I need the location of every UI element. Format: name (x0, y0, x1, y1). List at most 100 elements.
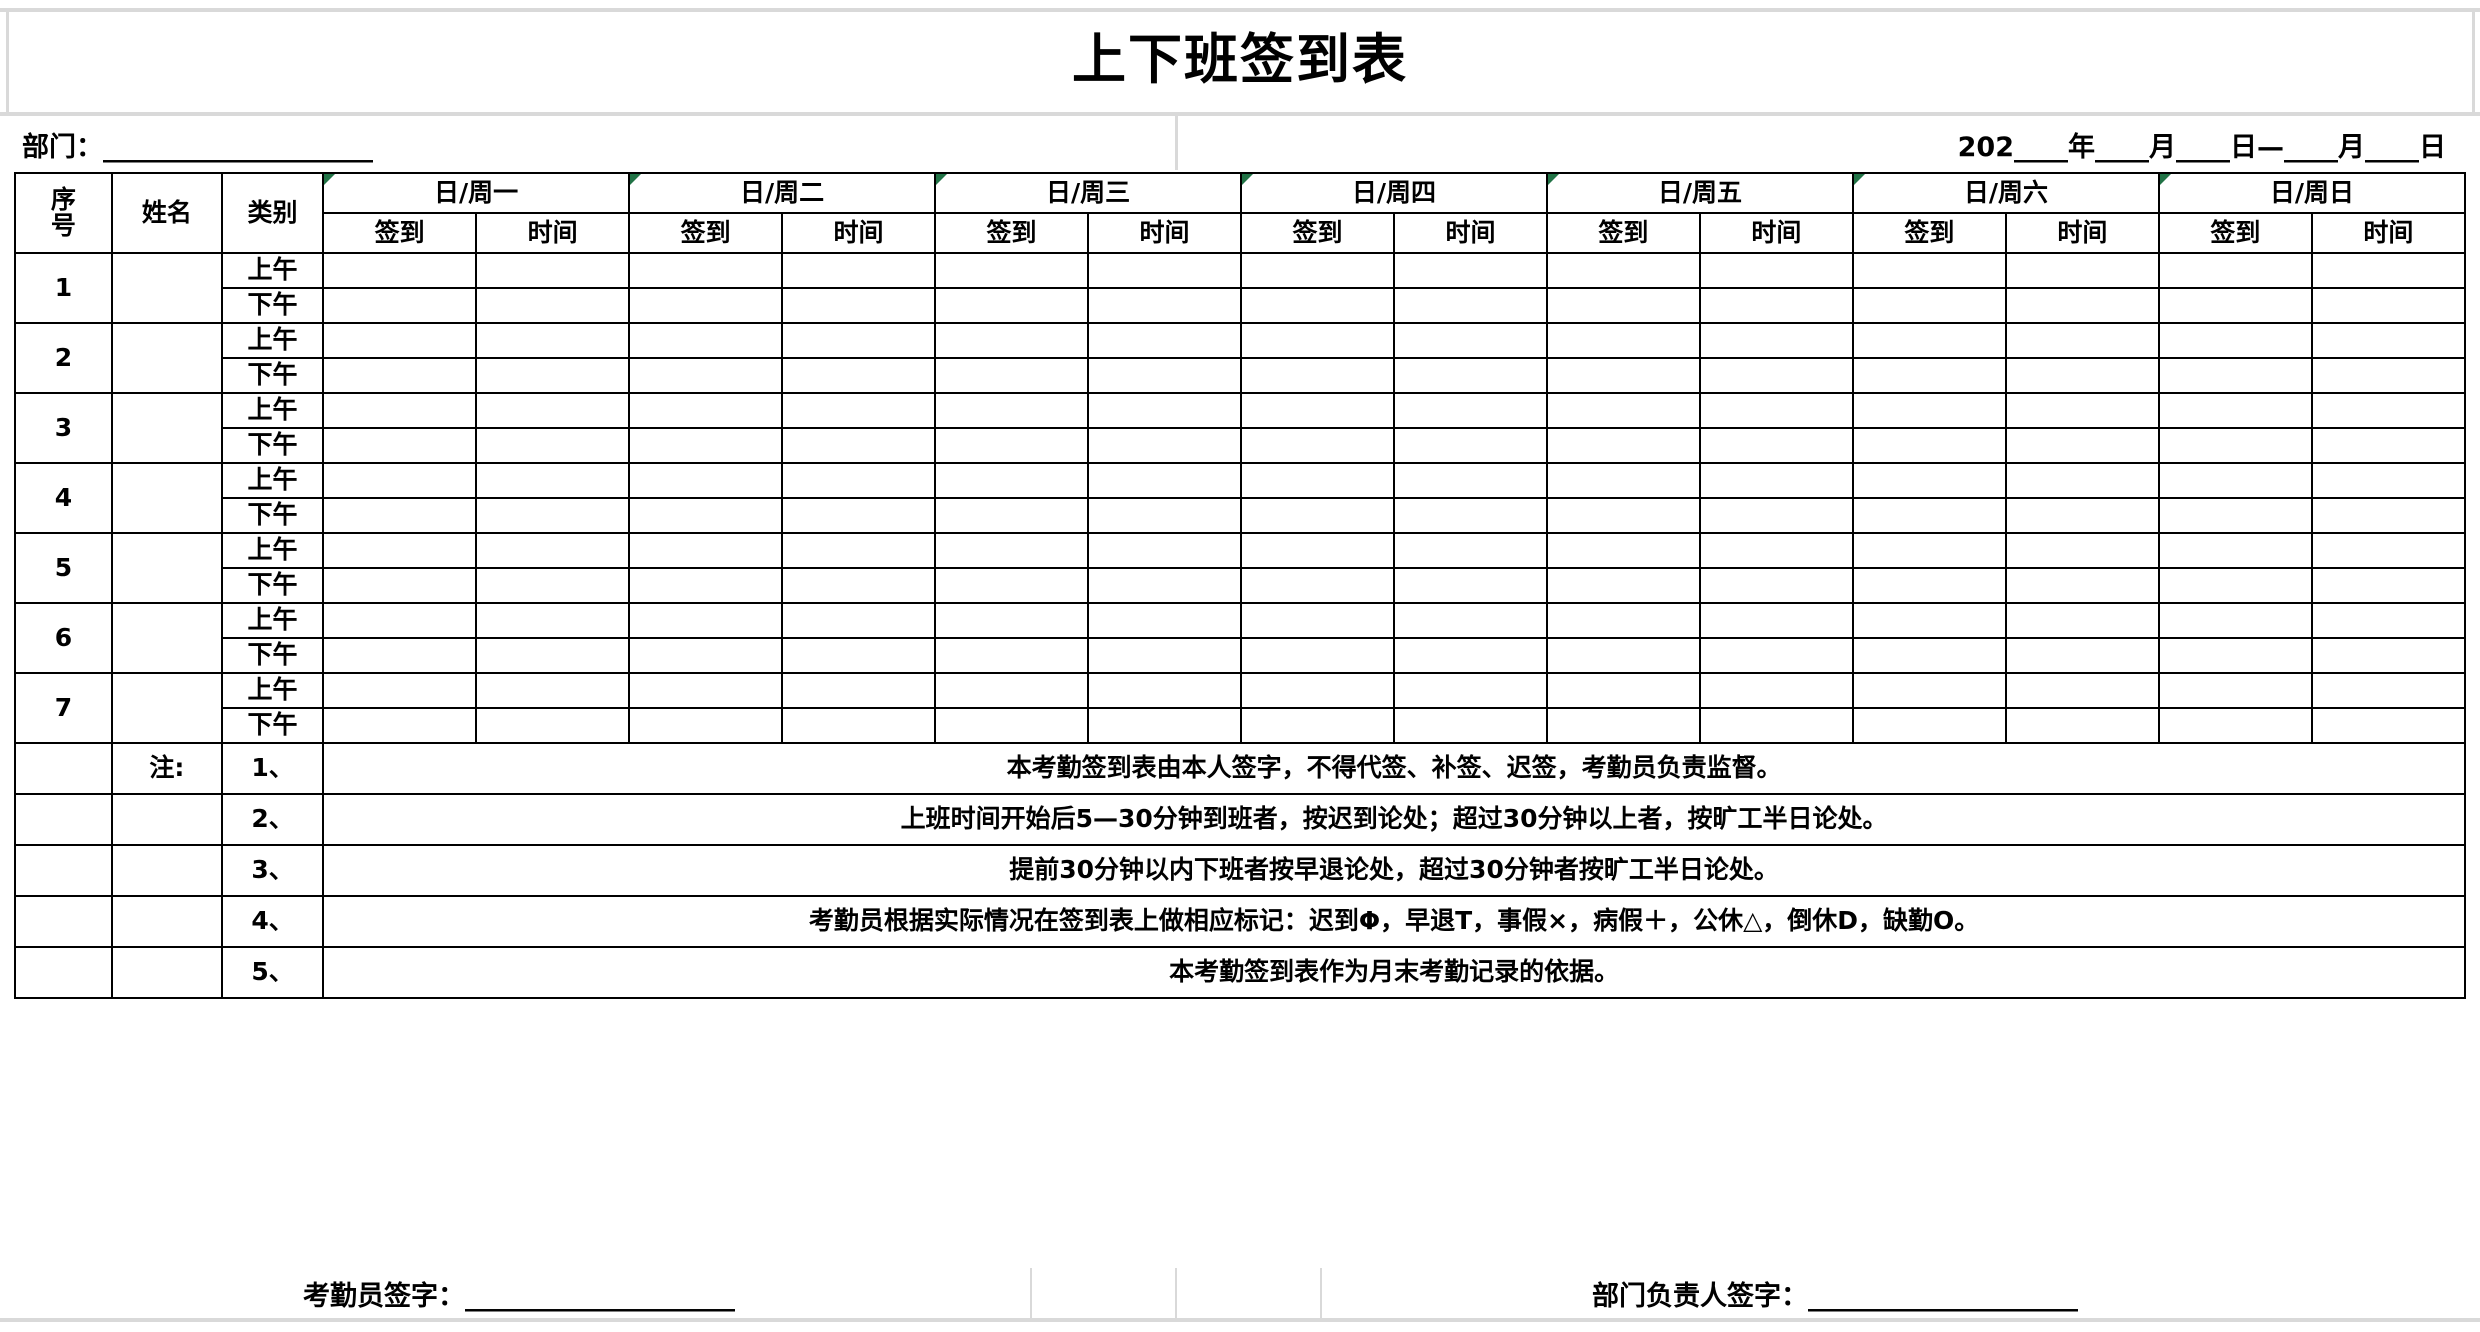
time-cell-r3-pm-d3[interactable] (1087, 427, 1242, 464)
time-cell-r1-am-d1[interactable] (475, 252, 631, 289)
time-cell-r4-pm-d1[interactable] (475, 497, 631, 534)
time-cell-r5-pm-d1[interactable] (475, 567, 631, 604)
signin-cell-r2-pm-d7[interactable] (2157, 357, 2313, 394)
signin-cell-r3-pm-d3[interactable] (934, 427, 1090, 464)
time-cell-r7-am-d7[interactable] (2310, 672, 2467, 709)
time-cell-r4-pm-d7[interactable] (2310, 497, 2467, 534)
signin-cell-r6-am-d4[interactable] (1240, 602, 1395, 639)
time-cell-r2-am-d7[interactable] (2310, 322, 2467, 359)
time-cell-r4-pm-d5[interactable] (1698, 497, 1854, 534)
time-cell-r4-am-d6[interactable] (2004, 462, 2160, 499)
signin-cell-r5-am-d6[interactable] (1851, 532, 2007, 569)
signin-cell-r2-am-d1[interactable] (322, 322, 478, 359)
time-cell-r4-pm-d6[interactable] (2004, 497, 2160, 534)
signin-cell-r6-am-d1[interactable] (322, 602, 478, 639)
signin-cell-r6-pm-d1[interactable] (322, 637, 478, 674)
time-cell-r3-pm-d1[interactable] (475, 427, 631, 464)
time-cell-r1-pm-d5[interactable] (1698, 287, 1854, 324)
signin-cell-r3-pm-d7[interactable] (2157, 427, 2313, 464)
time-cell-r2-pm-d4[interactable] (1392, 357, 1548, 394)
time-cell-r7-am-d5[interactable] (1698, 672, 1854, 709)
signin-cell-r3-pm-d1[interactable] (322, 427, 478, 464)
signin-cell-r4-pm-d2[interactable] (628, 497, 784, 534)
row-name-2[interactable] (110, 322, 223, 394)
signin-cell-r5-pm-d1[interactable] (322, 567, 478, 604)
time-cell-r5-pm-d2[interactable] (781, 567, 937, 604)
signin-cell-r6-pm-d6[interactable] (1851, 637, 2007, 674)
signin-cell-r5-pm-d3[interactable] (934, 567, 1090, 604)
signin-cell-r4-am-d7[interactable] (2157, 462, 2313, 499)
time-cell-r4-am-d5[interactable] (1698, 462, 1854, 499)
time-cell-r5-pm-d3[interactable] (1087, 567, 1242, 604)
signin-cell-r3-pm-d4[interactable] (1240, 427, 1395, 464)
date-range-field[interactable]: 202____年____月____日—____月____日 (1957, 131, 2446, 163)
time-cell-r2-am-d3[interactable] (1087, 322, 1242, 359)
signin-cell-r1-am-d1[interactable] (322, 252, 478, 289)
signin-cell-r5-pm-d5[interactable] (1545, 567, 1701, 604)
time-cell-r4-pm-d2[interactable] (781, 497, 937, 534)
time-cell-r3-pm-d7[interactable] (2310, 427, 2467, 464)
time-cell-r1-pm-d7[interactable] (2310, 287, 2467, 324)
time-cell-r1-pm-d2[interactable] (781, 287, 937, 324)
time-cell-r1-am-d2[interactable] (781, 252, 937, 289)
signin-cell-r5-pm-d6[interactable] (1851, 567, 2007, 604)
time-cell-r5-am-d7[interactable] (2310, 532, 2467, 569)
manager-signature-field[interactable]: 部门负责人签字：____________________ (1592, 1280, 2078, 1312)
time-cell-r3-am-d4[interactable] (1392, 392, 1548, 429)
time-cell-r7-am-d2[interactable] (781, 672, 937, 709)
time-cell-r3-pm-d5[interactable] (1698, 427, 1854, 464)
signin-cell-r6-am-d2[interactable] (628, 602, 784, 639)
time-cell-r2-pm-d2[interactable] (781, 357, 937, 394)
signin-cell-r6-am-d5[interactable] (1545, 602, 1701, 639)
signin-cell-r1-am-d5[interactable] (1545, 252, 1701, 289)
signin-cell-r7-pm-d1[interactable] (322, 707, 478, 744)
time-cell-r4-am-d7[interactable] (2310, 462, 2467, 499)
signin-cell-r6-pm-d4[interactable] (1240, 637, 1395, 674)
time-cell-r6-am-d1[interactable] (475, 602, 631, 639)
time-cell-r6-pm-d2[interactable] (781, 637, 937, 674)
signin-cell-r3-am-d2[interactable] (628, 392, 784, 429)
time-cell-r5-am-d5[interactable] (1698, 532, 1854, 569)
signin-cell-r6-am-d7[interactable] (2157, 602, 2313, 639)
time-cell-r7-am-d6[interactable] (2004, 672, 2160, 709)
time-cell-r2-am-d4[interactable] (1392, 322, 1548, 359)
signin-cell-r7-am-d7[interactable] (2157, 672, 2313, 709)
signin-cell-r2-am-d5[interactable] (1545, 322, 1701, 359)
signin-cell-r1-pm-d2[interactable] (628, 287, 784, 324)
signin-cell-r5-pm-d2[interactable] (628, 567, 784, 604)
signin-cell-r4-pm-d5[interactable] (1545, 497, 1701, 534)
time-cell-r6-am-d3[interactable] (1087, 602, 1242, 639)
time-cell-r6-am-d2[interactable] (781, 602, 937, 639)
time-cell-r6-am-d4[interactable] (1392, 602, 1548, 639)
time-cell-r3-am-d1[interactable] (475, 392, 631, 429)
row-name-1[interactable] (110, 252, 223, 324)
time-cell-r2-am-d1[interactable] (475, 322, 631, 359)
time-cell-r5-am-d1[interactable] (475, 532, 631, 569)
signin-cell-r5-pm-d4[interactable] (1240, 567, 1395, 604)
signin-cell-r4-am-d3[interactable] (934, 462, 1090, 499)
time-cell-r2-pm-d5[interactable] (1698, 357, 1854, 394)
signin-cell-r5-am-d7[interactable] (2157, 532, 2313, 569)
time-cell-r7-am-d3[interactable] (1087, 672, 1242, 709)
time-cell-r1-pm-d6[interactable] (2004, 287, 2160, 324)
time-cell-r1-pm-d4[interactable] (1392, 287, 1548, 324)
time-cell-r3-am-d3[interactable] (1087, 392, 1242, 429)
signin-cell-r4-am-d2[interactable] (628, 462, 784, 499)
row-name-4[interactable] (110, 462, 223, 534)
signin-cell-r6-pm-d7[interactable] (2157, 637, 2313, 674)
signin-cell-r6-pm-d3[interactable] (934, 637, 1090, 674)
time-cell-r6-am-d7[interactable] (2310, 602, 2467, 639)
time-cell-r2-am-d2[interactable] (781, 322, 937, 359)
signin-cell-r7-am-d2[interactable] (628, 672, 784, 709)
signin-cell-r1-am-d4[interactable] (1240, 252, 1395, 289)
signin-cell-r6-pm-d5[interactable] (1545, 637, 1701, 674)
signin-cell-r2-pm-d6[interactable] (1851, 357, 2007, 394)
signin-cell-r3-pm-d6[interactable] (1851, 427, 2007, 464)
time-cell-r5-pm-d4[interactable] (1392, 567, 1548, 604)
signin-cell-r1-am-d6[interactable] (1851, 252, 2007, 289)
time-cell-r7-pm-d7[interactable] (2310, 707, 2467, 744)
time-cell-r1-am-d6[interactable] (2004, 252, 2160, 289)
time-cell-r5-am-d4[interactable] (1392, 532, 1548, 569)
signin-cell-r6-am-d6[interactable] (1851, 602, 2007, 639)
signin-cell-r7-pm-d5[interactable] (1545, 707, 1701, 744)
